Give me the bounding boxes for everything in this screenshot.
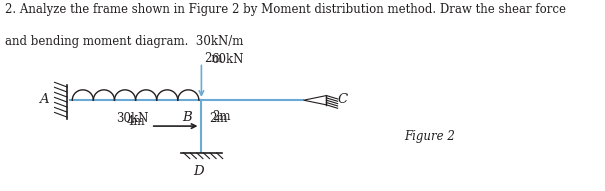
Text: B: B — [183, 112, 192, 125]
Text: D: D — [194, 165, 204, 178]
Text: 30kN: 30kN — [116, 112, 148, 125]
Text: 60kN: 60kN — [212, 53, 244, 66]
Text: 2m: 2m — [209, 112, 227, 125]
Text: A: A — [39, 93, 48, 106]
Text: 2m: 2m — [204, 52, 223, 65]
Text: and bending moment diagram.  30kN/m: and bending moment diagram. 30kN/m — [5, 35, 244, 48]
Text: 2m: 2m — [212, 110, 231, 123]
Text: Figure 2: Figure 2 — [404, 130, 455, 143]
Text: 4m: 4m — [126, 115, 145, 128]
Text: 2. Analyze the frame shown in Figure 2 by Moment distribution method. Draw the s: 2. Analyze the frame shown in Figure 2 b… — [5, 3, 566, 16]
Text: C: C — [337, 93, 347, 106]
